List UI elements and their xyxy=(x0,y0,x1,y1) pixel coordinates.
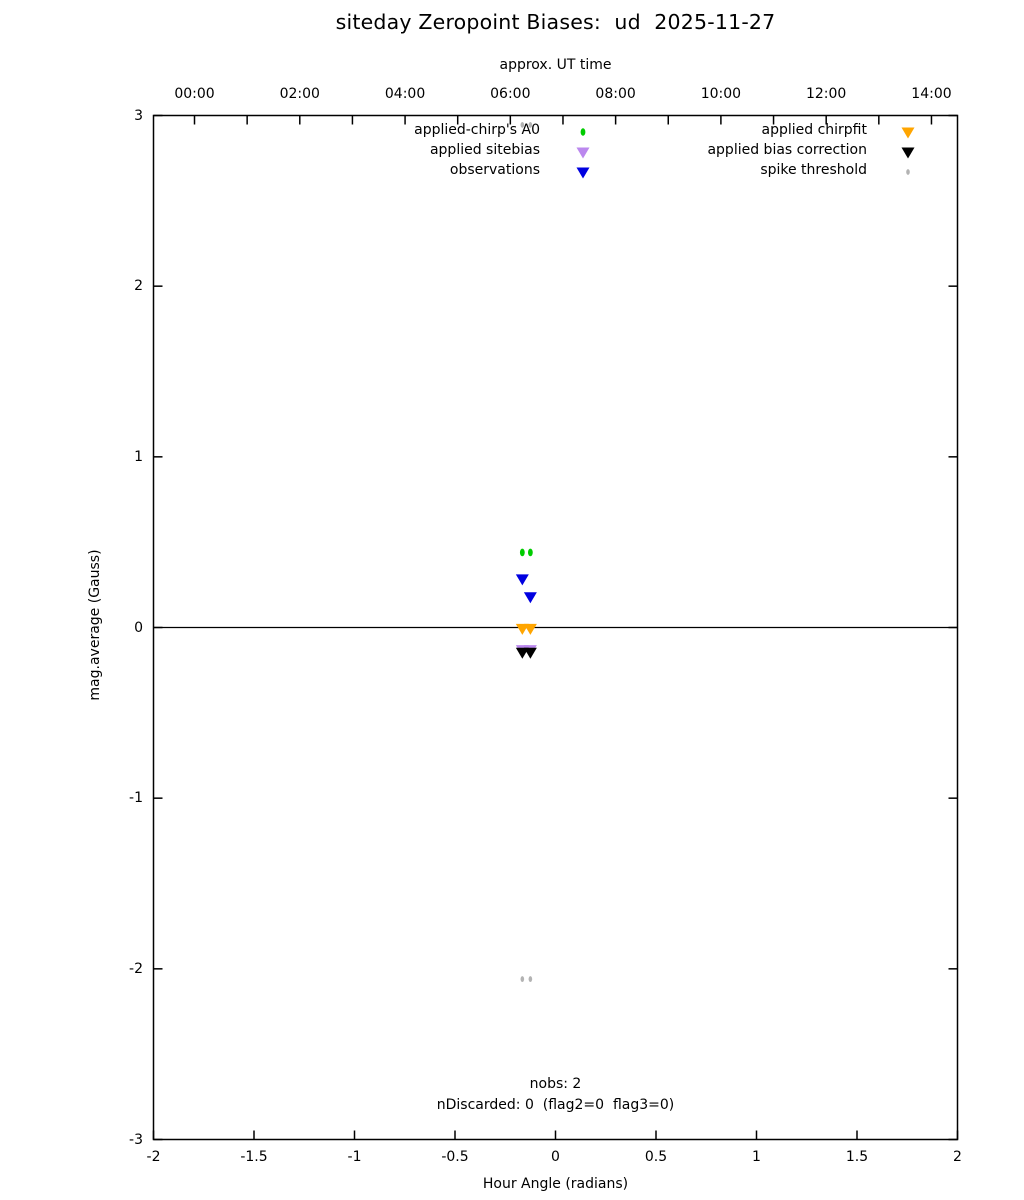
y-tick-label-5: -2 xyxy=(129,960,143,977)
legend-label-applied-chirps-a0: applied-chirp's A0 xyxy=(414,122,540,138)
legend-label-spike-threshold: spike threshold xyxy=(760,162,867,178)
data-point-marker xyxy=(901,127,915,139)
ndiscarded-annotation: nDiscarded: 0 (flag2=0 flag3=0) xyxy=(436,1097,675,1113)
top-tick-label-2: 04:00 xyxy=(384,86,426,102)
data-point-marker xyxy=(523,592,537,604)
data-point-marker xyxy=(580,128,586,136)
y-tick-label-4: -1 xyxy=(129,790,143,807)
x-tick-label-8: 2 xyxy=(953,1149,962,1165)
chart-title: siteday Zeropoint Biases: ud 2025-11-27 xyxy=(335,10,776,34)
data-point-marker xyxy=(528,976,533,982)
top-axis-title: approx. UT time xyxy=(499,57,612,73)
legend-label-applied-chirpfit: applied chirpfit xyxy=(761,122,868,138)
top-tick-label-6: 12:00 xyxy=(805,86,847,102)
y-tick-label-0: 3 xyxy=(134,107,143,124)
legend-marker-glyph xyxy=(901,147,915,159)
x-tick-label-7: 1.5 xyxy=(845,1149,869,1165)
data-point-marker xyxy=(576,167,590,179)
x-tick-label-3: -0.5 xyxy=(441,1149,469,1165)
legend-marker-glyph xyxy=(576,167,590,179)
top-tick-label-5: 10:00 xyxy=(700,86,742,102)
y-tick-label-6: -3 xyxy=(129,1131,143,1148)
legend-marker-glyph xyxy=(906,169,910,175)
top-tick-label-4: 08:00 xyxy=(595,86,636,102)
x-tick-label-1: -1.5 xyxy=(240,1149,268,1165)
top-tick-label-1: 02:00 xyxy=(279,86,320,102)
y-tick-label-3: 0 xyxy=(134,619,143,636)
legend-marker-glyph xyxy=(576,147,590,159)
data-point-marker xyxy=(901,147,915,159)
data-point-marker xyxy=(515,574,529,586)
data-point-marker xyxy=(523,647,537,659)
legend-marker-applied-sitebias-icon xyxy=(572,144,594,160)
legend-label-applied-bias-correction: applied bias correction xyxy=(707,142,867,158)
legend-marker-glyph xyxy=(901,127,915,139)
legend-marker-spike-threshold-icon xyxy=(897,164,919,180)
data-point-marker xyxy=(906,169,910,175)
data-point-marker xyxy=(520,976,525,982)
nobs-annotation: nobs: 2 xyxy=(529,1076,582,1092)
data-point-marker xyxy=(523,623,537,635)
data-point-marker xyxy=(527,548,533,557)
data-point-marker xyxy=(528,121,533,128)
x-axis-title: Hour Angle (radians) xyxy=(482,1176,629,1192)
y-tick-label-1: 2 xyxy=(134,278,143,295)
legend-label-observations: observations xyxy=(449,162,540,178)
legend-marker-glyph xyxy=(580,128,586,136)
legend-label-applied-sitebias: applied sitebias xyxy=(429,142,540,158)
x-tick-label-6: 1 xyxy=(752,1149,761,1165)
x-tick-label-0: -2 xyxy=(146,1149,161,1165)
x-tick-label-5: 0.5 xyxy=(644,1149,668,1165)
top-tick-label-3: 06:00 xyxy=(490,86,531,102)
legend-marker-applied-bias-correction-icon xyxy=(897,144,919,160)
legend-marker-applied-chirps-a0-icon xyxy=(572,124,594,140)
top-tick-label-0: 00:00 xyxy=(174,86,215,102)
legend-marker-applied-chirpfit-icon xyxy=(897,124,919,140)
x-tick-label-2: -1 xyxy=(347,1149,362,1165)
x-tick-label-4: 0 xyxy=(551,1149,560,1165)
data-point-marker xyxy=(519,548,525,557)
top-tick-label-7: 14:00 xyxy=(911,86,952,102)
data-point-marker xyxy=(520,121,525,128)
legend-marker-observations-icon xyxy=(572,164,594,180)
y-tick-label-2: 1 xyxy=(134,448,143,465)
data-point-marker xyxy=(576,147,590,159)
